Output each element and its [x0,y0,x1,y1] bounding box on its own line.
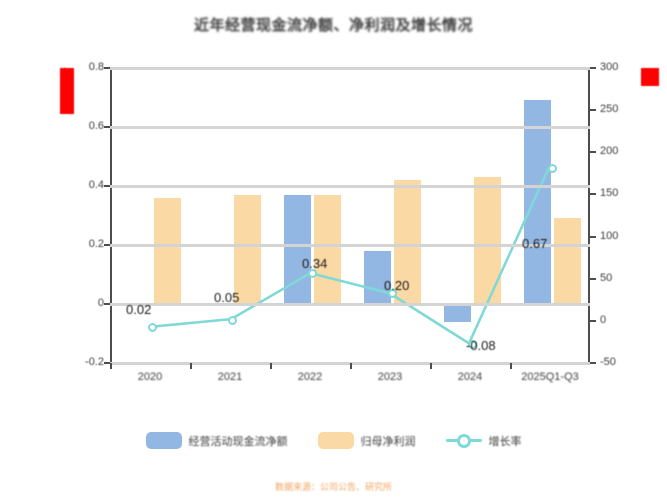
left-axis-tick-label: -0.2 [85,356,104,368]
left-axis-tick-mark [104,362,110,364]
data-label-2021: 0.05 [214,290,240,305]
chart-legend: 经营活动现金流净额 归母净利润 增长率 [0,432,667,449]
right-axis-tick-mark [590,193,596,196]
x-axis-tick-mark [190,363,192,369]
bar-经营活动现金流净额-2023 [363,250,391,304]
bar-归母净利润-2025Q1-Q3 [553,218,581,304]
data-label-2023: 0.20 [384,277,410,293]
line-point-2022 [307,269,317,279]
legend-item-growth[interactable]: 增长率 [445,432,522,449]
bar-经营活动现金流净额-2024 [443,304,471,322]
gridline [110,243,590,247]
x-axis-label-2020: 2020 [137,371,163,383]
bar-经营活动现金流净额-2025Q1-Q3 [523,100,551,304]
x-axis-label-2025Q1-Q3: 2025Q1-Q3 [521,371,579,383]
left-axis-tick-mark [104,67,110,69]
right-axis-tick-mark [590,277,596,280]
right-axis-tick-label: 200 [600,145,619,158]
bar-layer [112,68,588,363]
x-axis-tick-mark [110,363,112,369]
growth-rate-line [150,167,550,345]
gridline [110,66,590,70]
legend-label: 归母净利润 [360,435,416,448]
right-axis-tick-mark [590,362,596,364]
right-axis-tick-label: 150 [600,187,619,200]
gridline [110,302,590,306]
line-point-2025Q1-Q3 [547,163,557,173]
line-point-2020 [147,323,157,333]
x-axis-tick-mark [270,363,272,369]
left-axis-tick-label: 0 [97,297,104,309]
chart-title: 近年经营现金流净额、净利润及增长情况 [193,17,473,34]
left-axis-tick-label: 0.4 [88,179,104,191]
right-axis-tick-mark [590,67,596,69]
left-axis-tick-mark [104,185,110,187]
left-axis-tick-label: 0.2 [88,238,104,250]
right-axis-tick-label: 0 [600,313,607,326]
right-axis-tick-mark [590,235,596,238]
right-axis-tick-label: 50 [600,271,613,284]
left-axis-tick-mark [104,244,110,246]
right-axis-tick-label: 300 [600,61,619,73]
data-label-2024: -0.08 [466,338,496,354]
data-label-2022: 0.34 [302,255,328,271]
left-axis-unit-label: 亿元 [60,68,74,114]
x-axis-label-2023: 2023 [377,371,403,383]
right-axis-unit-label: % [641,68,659,86]
x-axis-tick-mark [510,363,512,369]
right-axis-tick-label: -50 [600,356,616,368]
left-axis-tick-label: 0.6 [88,120,104,132]
chart-source-note: 数据来源：公司公告、研究所 [274,482,392,492]
left-axis-tick-mark [104,303,110,305]
gridline [110,184,590,188]
left-axis-tick-label: 0.8 [88,61,104,73]
line-series-layer [150,167,550,345]
line-point-2024 [467,339,477,349]
legend-swatch-icon [317,432,354,449]
legend-item-netprofit[interactable]: 归母净利润 [317,432,416,449]
gridline [110,125,590,129]
x-axis-label-2024: 2024 [457,371,483,383]
legend-label: 经营活动现金流净额 [188,435,288,448]
data-label-2025Q1-Q3: 0.67 [522,236,548,252]
x-axis-tick-mark [430,363,432,369]
legend-item-cashflow[interactable]: 经营活动现金流净额 [145,432,288,449]
legend-label: 增长率 [488,435,522,448]
line-point-2021 [227,315,237,325]
left-axis-tick-mark [104,126,110,128]
right-axis-tick-mark [590,151,596,154]
right-axis-tick-label: 250 [600,103,619,116]
bar-归母净利润-2021 [233,194,261,304]
bar-归母净利润-2022 [313,194,341,304]
plot-area [110,68,590,363]
bar-归母净利润-2020 [153,197,181,304]
data-label-2020: 0.02 [126,301,152,317]
x-axis-label-2022: 2022 [297,371,323,383]
line-point-2023 [387,289,397,299]
x-axis-label-2021: 2021 [217,371,243,383]
x-axis-tick-mark [350,363,352,369]
right-axis-tick-mark [590,319,596,322]
bar-归母净利润-2023 [393,180,421,304]
legend-line-marker-icon [445,432,482,449]
right-axis-tick-mark [590,109,596,112]
right-axis-tick-label: 100 [600,229,619,242]
legend-swatch-icon [145,432,182,449]
